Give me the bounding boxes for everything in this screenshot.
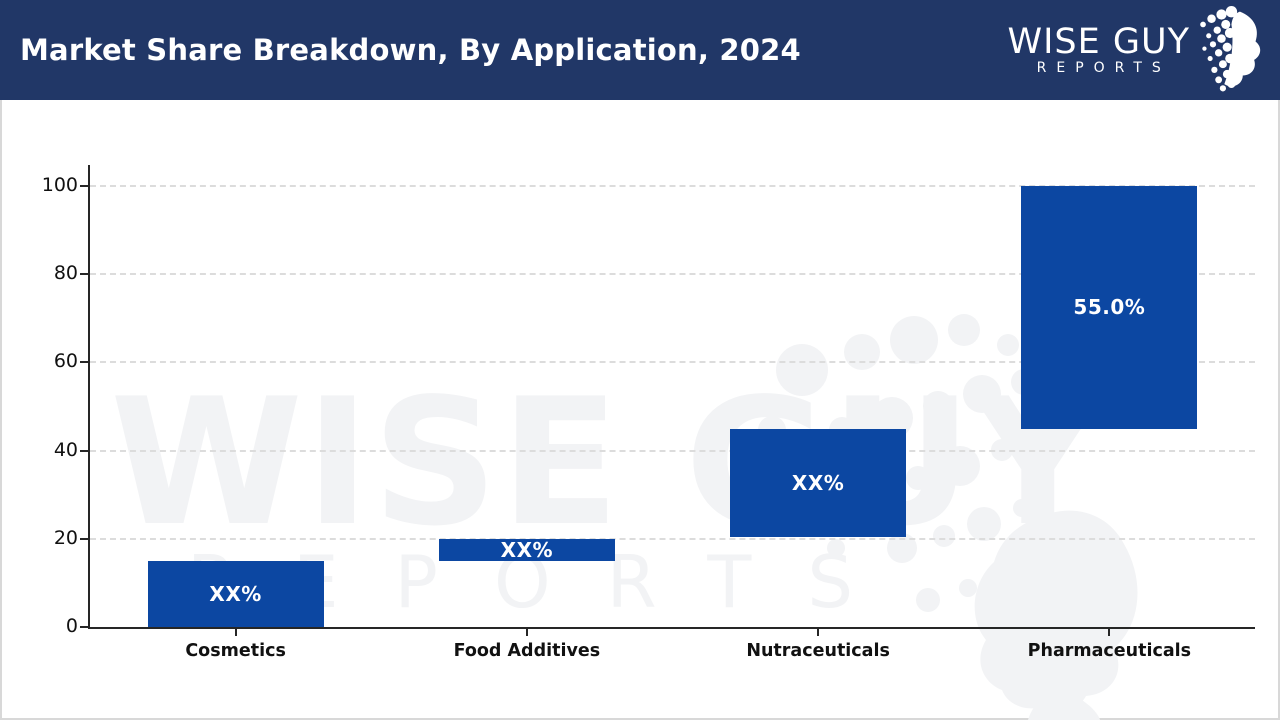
y-axis-label: 40 — [53, 438, 78, 461]
y-axis-label: 80 — [53, 262, 78, 285]
page-title: Market Share Breakdown, By Application, … — [20, 33, 801, 67]
logo-subtitle: REPORTS — [1036, 59, 1171, 76]
x-axis-tick — [1108, 629, 1111, 636]
bar-cosmetics: XX% — [147, 560, 324, 627]
bar-pharmaceuticals: 55.0% — [1021, 186, 1198, 429]
x-axis-tick — [817, 629, 820, 636]
y-axis-line — [88, 165, 90, 629]
y-gridline — [90, 537, 1255, 540]
y-axis-tick — [80, 537, 88, 540]
bar-value-label: 55.0% — [1073, 295, 1146, 320]
x-axis-label: Pharmaceuticals — [1027, 641, 1192, 661]
logo-wordmark: WISE GUY — [1007, 21, 1190, 62]
y-axis-label: 100 — [41, 174, 78, 196]
logo-text: WISE GUY REPORTS — [1007, 24, 1190, 76]
bar-value-label: XX% — [500, 537, 554, 562]
chart-area: WISE GUY REPORTS 0 20 40 60 80 100 XX% Cosmetic… — [0, 100, 1280, 720]
wiseguy-logo: WISE GUY REPORTS — [1007, 0, 1266, 100]
x-axis-label: Food Additives — [453, 641, 601, 661]
y-axis-label: 0 — [65, 615, 78, 637]
bar-value-label: XX% — [791, 470, 845, 495]
x-axis-label: Cosmetics — [185, 641, 286, 661]
x-axis-label: Nutraceuticals — [746, 641, 890, 661]
bar-value-label: XX% — [209, 581, 262, 606]
y-axis-tick — [80, 626, 88, 628]
y-axis-label: 20 — [53, 526, 78, 549]
x-axis-tick — [525, 629, 528, 636]
x-axis-tick — [234, 629, 237, 636]
y-axis-tick — [80, 449, 88, 452]
y-axis-label: 60 — [53, 350, 78, 373]
header-bar: Market Share Breakdown, By Application, … — [0, 0, 1280, 100]
x-axis-line — [88, 627, 1255, 629]
bar-food-additives: XX% — [438, 537, 615, 562]
y-gridline — [90, 273, 1255, 276]
y-axis-tick — [80, 273, 88, 276]
y-gridline — [90, 185, 1255, 187]
y-gridline — [90, 361, 1255, 364]
logo-head-icon — [1200, 6, 1261, 92]
bar-nutraceuticals: XX% — [730, 428, 907, 537]
y-axis-tick — [80, 361, 88, 364]
y-axis-tick — [80, 185, 88, 187]
y-gridline — [90, 449, 1255, 452]
